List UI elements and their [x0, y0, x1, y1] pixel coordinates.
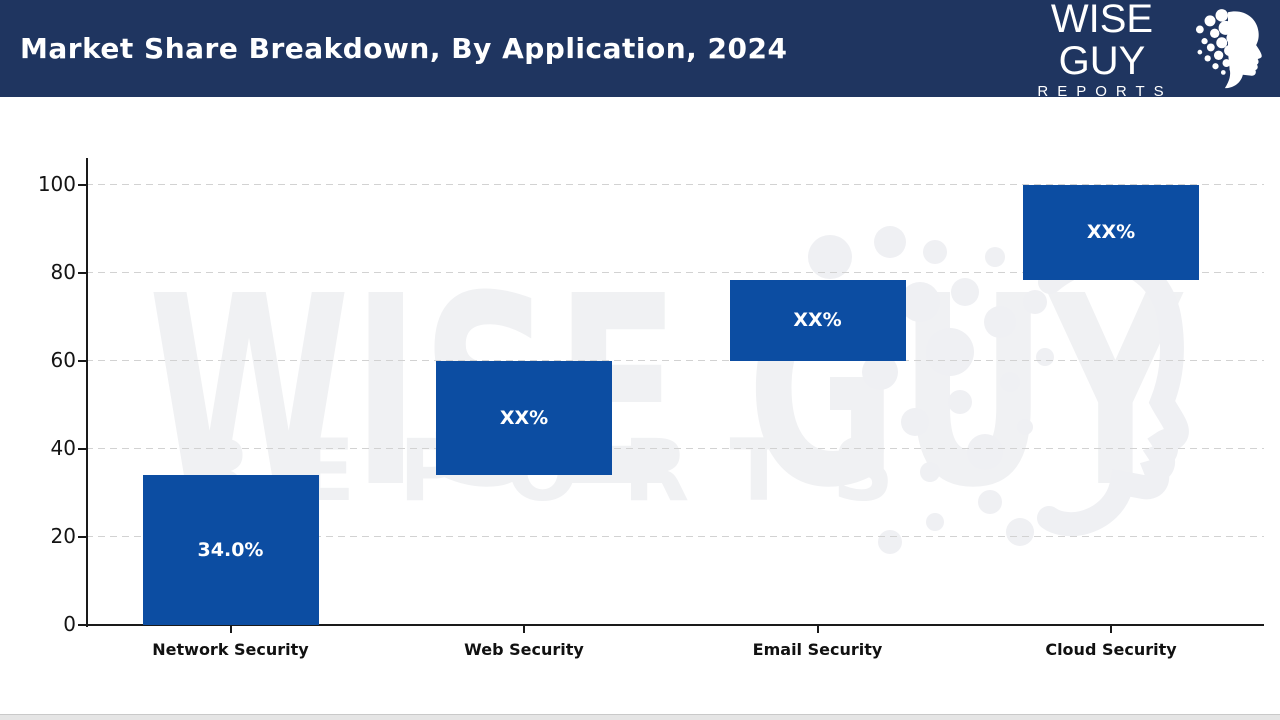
- x-category-label: Cloud Security: [1045, 640, 1177, 659]
- bar-value-label: XX%: [1086, 221, 1136, 244]
- brand-subtitle: REPORTS: [1037, 83, 1173, 100]
- watermark-text-wiseguy: WISE GUY: [148, 240, 1184, 545]
- y-tick-label: 80: [50, 260, 76, 284]
- y-gridline: [86, 184, 1264, 185]
- y-tick-mark: [78, 360, 86, 362]
- x-tick-mark: [816, 625, 819, 633]
- y-tick-label: 0: [63, 612, 76, 636]
- brand-logo: WISE GUY REPORTS: [1006, 0, 1268, 100]
- y-tick-mark: [78, 536, 86, 538]
- y-tick-label: 40: [50, 436, 76, 460]
- x-tick-mark: [523, 625, 525, 633]
- footer-strip: [0, 714, 1280, 720]
- x-tick-mark: [1110, 625, 1112, 633]
- y-tick-mark: [78, 272, 86, 274]
- y-gridline: [86, 272, 1264, 273]
- bar-value-label: XX%: [793, 309, 842, 332]
- y-gridline: [86, 536, 1264, 537]
- bar-value-label: 34.0%: [197, 539, 264, 562]
- brand-name: WISE GUY: [1050, 0, 1154, 83]
- x-category-label: Network Security: [152, 640, 309, 659]
- bar-cloud-security: XX%: [1023, 185, 1199, 280]
- x-tick-mark: [229, 625, 232, 633]
- y-tick-mark: [78, 624, 86, 626]
- bar-web-security: XX%: [436, 361, 612, 476]
- x-category-label: Web Security: [464, 640, 584, 659]
- bar-network-security: 34.0%: [142, 475, 319, 625]
- y-tick-mark: [78, 184, 86, 186]
- x-axis-spine: [86, 624, 1264, 626]
- bar-email-security: XX%: [729, 279, 906, 361]
- y-tick-mark: [78, 448, 86, 450]
- y-tick-label: 60: [50, 348, 76, 372]
- x-category-label: Email Security: [752, 640, 883, 659]
- y-tick-label: 100: [37, 172, 76, 196]
- bar-value-label: XX%: [499, 407, 549, 430]
- brand-head-icon: [1195, 9, 1262, 89]
- brand-wordmark: WISE GUY REPORTS: [1006, 0, 1198, 100]
- y-gridline: [86, 360, 1264, 361]
- y-axis-spine: [86, 158, 88, 627]
- page-title: Market Share Breakdown, By Application, …: [20, 32, 788, 65]
- y-tick-label: 20: [50, 524, 76, 548]
- y-gridline: [86, 448, 1264, 449]
- header-bar: Market Share Breakdown, By Application, …: [0, 0, 1280, 100]
